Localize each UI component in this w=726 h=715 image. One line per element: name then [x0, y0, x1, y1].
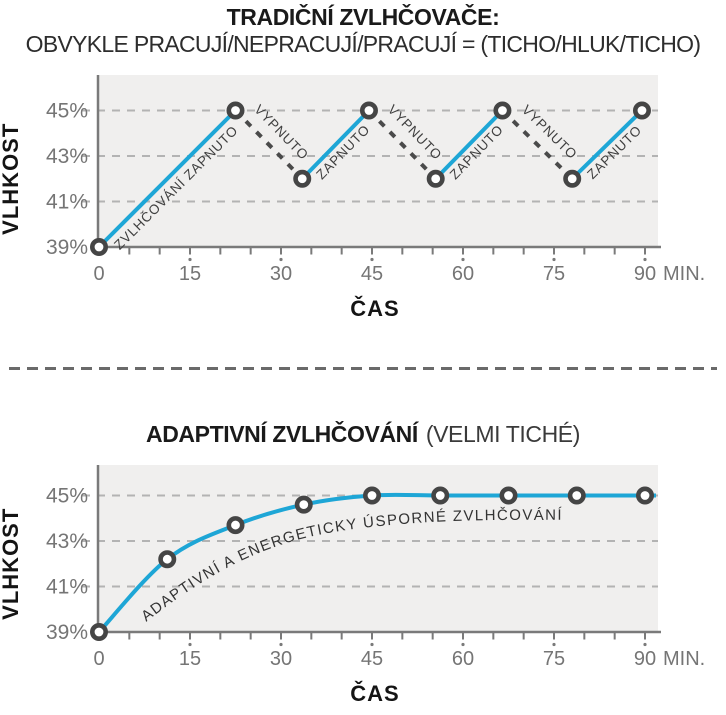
bottom-chart-header: ADAPTIVNÍ ZVLHČOVÁNÍ (VELMI TICHÉ) [0, 417, 726, 455]
x-tick-label: 60 [452, 648, 474, 670]
data-point-marker [363, 486, 382, 505]
series-segment-off [234, 109, 304, 181]
series-segment-on [300, 109, 371, 181]
data-point-marker [90, 238, 109, 257]
x-tick-label: 0 [93, 263, 104, 285]
y-tick-label: 43% [46, 145, 88, 168]
x-tick-dot [643, 257, 647, 262]
series-segment-on [434, 109, 504, 181]
x-tick-label: 75 [543, 648, 565, 670]
x-tick-dot [370, 642, 374, 647]
x-axis-title: ČAS [350, 681, 399, 706]
y-tick-label: 39% [46, 236, 88, 259]
x-unit-label: MIN. [663, 648, 705, 670]
adaptive-humidifier-chart: 0 15 30 45 60 75 90 MIN.39%41%43%45%VLHKOSTČASA… [0, 465, 705, 706]
section-divider [9, 367, 717, 370]
data-point-marker [226, 101, 245, 120]
data-point-marker [359, 101, 378, 120]
data-point-marker [426, 169, 445, 188]
data-point-marker [636, 486, 655, 505]
x-axis-title: ČAS [350, 296, 399, 321]
plot-area [98, 75, 658, 247]
x-tick-dot [552, 257, 556, 262]
x-tick-label: 0 [93, 648, 104, 670]
y-tick-label: 45% [46, 100, 88, 123]
data-point-marker [632, 101, 651, 120]
top-chart-subtitle: OBVYKLE PRACUJÍ/NEPRACUJÍ/PRACUJÍ = (TIC… [25, 31, 701, 57]
x-tick-label: 45 [361, 263, 383, 285]
x-tick-label: 90 [634, 648, 656, 670]
x-tick-label: 30 [270, 263, 292, 285]
series-segment-off [501, 109, 574, 181]
data-point-marker [493, 101, 512, 120]
bottom-chart-title: ADAPTIVNÍ ZVLHČOVÁNÍ [146, 421, 418, 447]
series-segment-on [97, 109, 237, 249]
x-tick-dot [552, 642, 556, 647]
x-tick-label: 75 [543, 263, 565, 285]
data-point-marker [567, 486, 586, 505]
series-segment-off [367, 109, 438, 181]
x-tick-label: 90 [634, 263, 656, 285]
x-tick-dot [370, 257, 374, 262]
data-point-marker [293, 169, 312, 188]
data-point-marker [294, 495, 313, 514]
y-axis-title: VLHKOST [0, 508, 23, 620]
x-tick-dot [279, 257, 283, 262]
bottom-chart-title-note: (VELMI TICHÉ) [425, 421, 581, 447]
data-point-marker [563, 169, 582, 188]
y-tick-label: 39% [46, 621, 88, 644]
top-chart-title: TRADIČNÍ ZVLHČOVAČE: [226, 4, 500, 30]
x-tick-dot [188, 257, 192, 262]
series-segment-on [570, 109, 644, 181]
y-tick-label: 41% [46, 191, 88, 214]
y-axis-title: VLHKOST [0, 123, 23, 235]
x-tick-dot [643, 642, 647, 647]
x-tick-label: 15 [179, 263, 201, 285]
data-point-marker [431, 486, 450, 505]
data-point-marker [158, 550, 177, 569]
x-tick-label: 60 [452, 263, 474, 285]
top-chart-header: TRADIČNÍ ZVLHČOVAČE: OBVYKLE PRACUJÍ/NEP… [0, 0, 726, 60]
x-tick-dot [461, 257, 465, 262]
x-unit-label: MIN. [663, 263, 705, 285]
x-tick-dot [461, 642, 465, 647]
data-point-marker [226, 516, 245, 535]
y-tick-label: 41% [46, 576, 88, 599]
data-point-marker [90, 623, 109, 642]
x-tick-label: 30 [270, 648, 292, 670]
y-tick-label: 45% [46, 485, 88, 508]
x-tick-label: 15 [179, 648, 201, 670]
y-tick-label: 43% [46, 530, 88, 553]
x-tick-dot [279, 642, 283, 647]
traditional-humidifier-chart: 0 15 30 45 60 75 90 MIN.39%41%43%45%VLHKOSTČASZ… [0, 75, 705, 321]
x-tick-dot [188, 642, 192, 647]
data-point-marker [499, 486, 518, 505]
x-tick-label: 45 [361, 648, 383, 670]
